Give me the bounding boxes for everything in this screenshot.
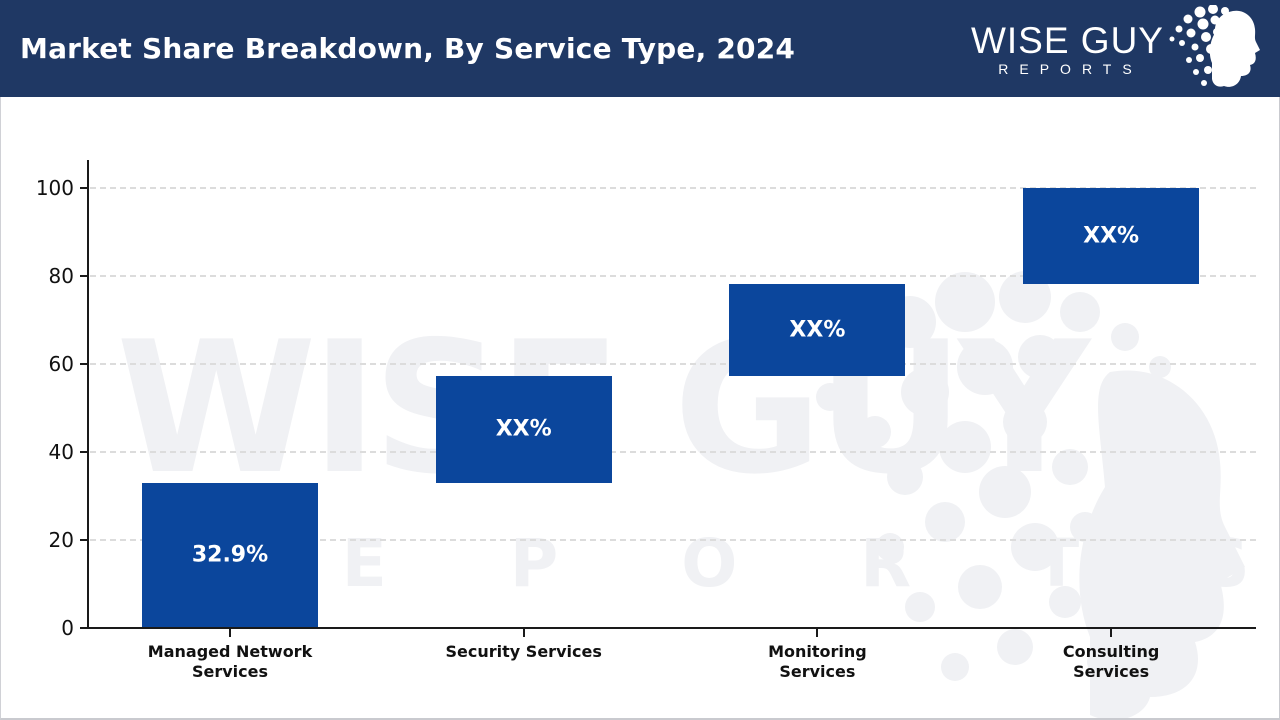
category-label: Monitoring Services: [768, 641, 867, 682]
bar-segment: [729, 283, 906, 376]
y-axis-tick-100: [80, 186, 88, 189]
category-label: Security Services: [445, 641, 602, 661]
x-axis-tick: [522, 628, 525, 637]
x-axis-tick: [1110, 628, 1113, 637]
y-axis-tick-20: [80, 538, 88, 541]
gridline-40: [90, 450, 1256, 453]
y-axis-tick-80: [80, 274, 88, 277]
x-axis-tick: [229, 628, 231, 637]
brand-name: WISE GUY: [970, 19, 1164, 61]
y-axis-label-100: 100: [35, 175, 74, 200]
y-axis-label-20: 20: [48, 527, 74, 552]
y-axis-label-60: 60: [48, 351, 74, 376]
y-axis-label-0: 0: [61, 615, 74, 640]
y-axis-label-80: 80: [48, 263, 74, 288]
gridline-20: [90, 538, 1256, 541]
x-axis-tick: [816, 628, 819, 637]
brand-face-icon: [1169, 4, 1260, 87]
category-label: Consulting Services: [1062, 641, 1160, 682]
bar-value-label: 32.9%: [191, 542, 269, 568]
brand-logo-text: WISE GUY REPORTS: [971, 22, 1164, 76]
y-axis-tick-40: [80, 450, 88, 453]
category-label: Managed Network Services: [147, 641, 313, 682]
y-axis-label-40: 40: [48, 439, 74, 464]
brand-logo: WISE GUY REPORTS: [971, 4, 1266, 93]
y-axis-line: [87, 160, 89, 629]
bar-value-label: XX%: [495, 416, 552, 442]
bar-value-label: XX%: [1083, 223, 1140, 249]
y-axis-tick-60: [80, 362, 88, 365]
bar-segment: [1023, 187, 1200, 284]
y-axis-tick-0: [80, 626, 88, 629]
bar-segment: [142, 482, 318, 628]
bar-value-label: XX%: [789, 317, 846, 343]
chart-area: WISE GUY R E P O R T S 0 20 40 60 80 100 32.9%…: [0, 97, 1280, 720]
gridline-80: [90, 274, 1256, 277]
page-title: Market Share Breakdown, By Service Type,…: [20, 32, 796, 65]
gridline-60: [90, 362, 1256, 365]
header-bar: Market Share Breakdown, By Service Type,…: [0, 0, 1280, 97]
bar-segment: [435, 375, 612, 483]
gridline-100: [90, 186, 1256, 189]
brand-subname: REPORTS: [998, 60, 1143, 77]
x-axis-line: [86, 627, 1256, 629]
